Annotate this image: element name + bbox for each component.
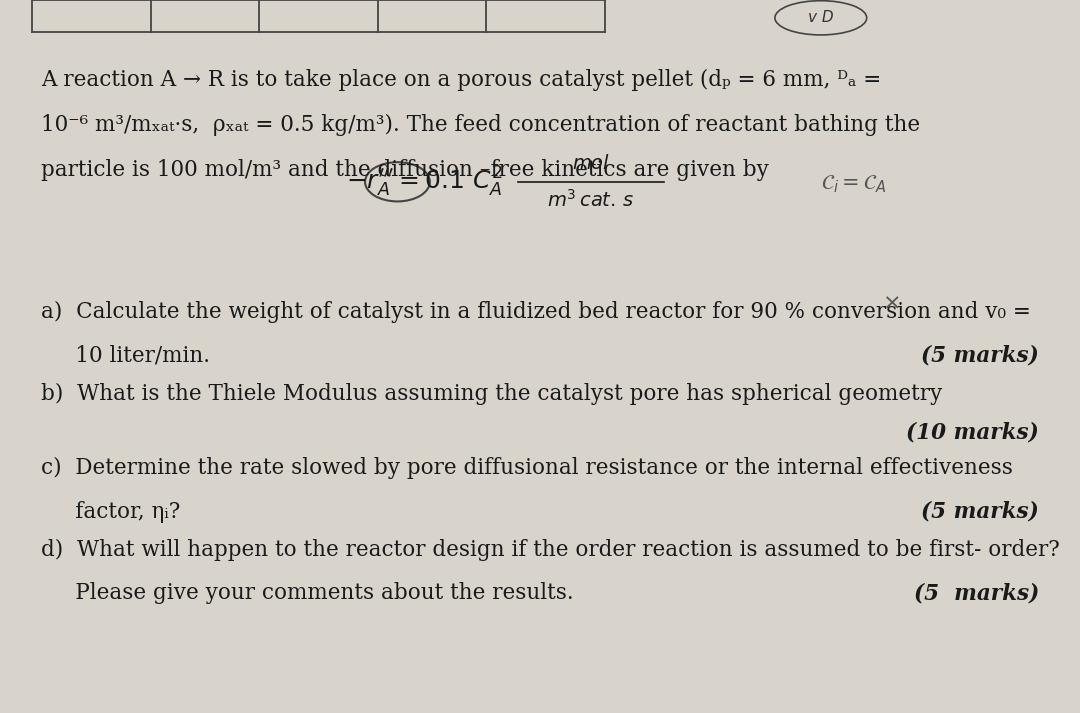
Text: $-r_A''' = 0.1\ C_A^2$: $-r_A''' = 0.1\ C_A^2$ (346, 165, 502, 199)
Text: factor, ηᵢ?: factor, ηᵢ? (41, 501, 180, 523)
Text: $m^3\,cat.\,s$: $m^3\,cat.\,s$ (546, 189, 635, 210)
Text: particle is 100 mol/m³ and the diffusion –free kinetics are given by: particle is 100 mol/m³ and the diffusion… (41, 159, 769, 180)
Text: A reaction A → R is to take place on a porous catalyst pellet (dₚ = 6 mm, ᴰₐ =: A reaction A → R is to take place on a p… (41, 69, 881, 91)
Text: Please give your comments about the results.: Please give your comments about the resu… (41, 583, 573, 604)
Text: (5 marks): (5 marks) (921, 344, 1039, 366)
Text: (5 marks): (5 marks) (921, 501, 1039, 523)
Text: c)  Determine the rate slowed by pore diffusional resistance or the internal eff: c) Determine the rate slowed by pore dif… (41, 458, 1013, 479)
Text: (5  marks): (5 marks) (914, 583, 1039, 604)
Text: $\times$: $\times$ (882, 292, 900, 314)
Text: v D: v D (808, 10, 834, 26)
Text: 10⁻⁶ m³/mₓₐₜ·s,  ρₓₐₜ = 0.5 kg/m³). The feed concentration of reactant bathing t: 10⁻⁶ m³/mₓₐₜ·s, ρₓₐₜ = 0.5 kg/m³). The f… (41, 114, 920, 135)
Text: $\mathcal{C}_i = \mathcal{C}_A$: $\mathcal{C}_i = \mathcal{C}_A$ (821, 173, 887, 195)
Text: d)  What will happen to the reactor design if the order reaction is assumed to b: d) What will happen to the reactor desig… (41, 540, 1059, 561)
Text: 10 liter/min.: 10 liter/min. (41, 344, 210, 366)
Text: b)  What is the Thiele Modulus assuming the catalyst pore has spherical geometry: b) What is the Thiele Modulus assuming t… (41, 383, 942, 404)
Text: (10 marks): (10 marks) (906, 422, 1039, 443)
Text: a)  Calculate the weight of catalyst in a fluidized bed reactor for 90 % convers: a) Calculate the weight of catalyst in a… (41, 301, 1031, 322)
Text: $mol$: $mol$ (571, 155, 610, 173)
